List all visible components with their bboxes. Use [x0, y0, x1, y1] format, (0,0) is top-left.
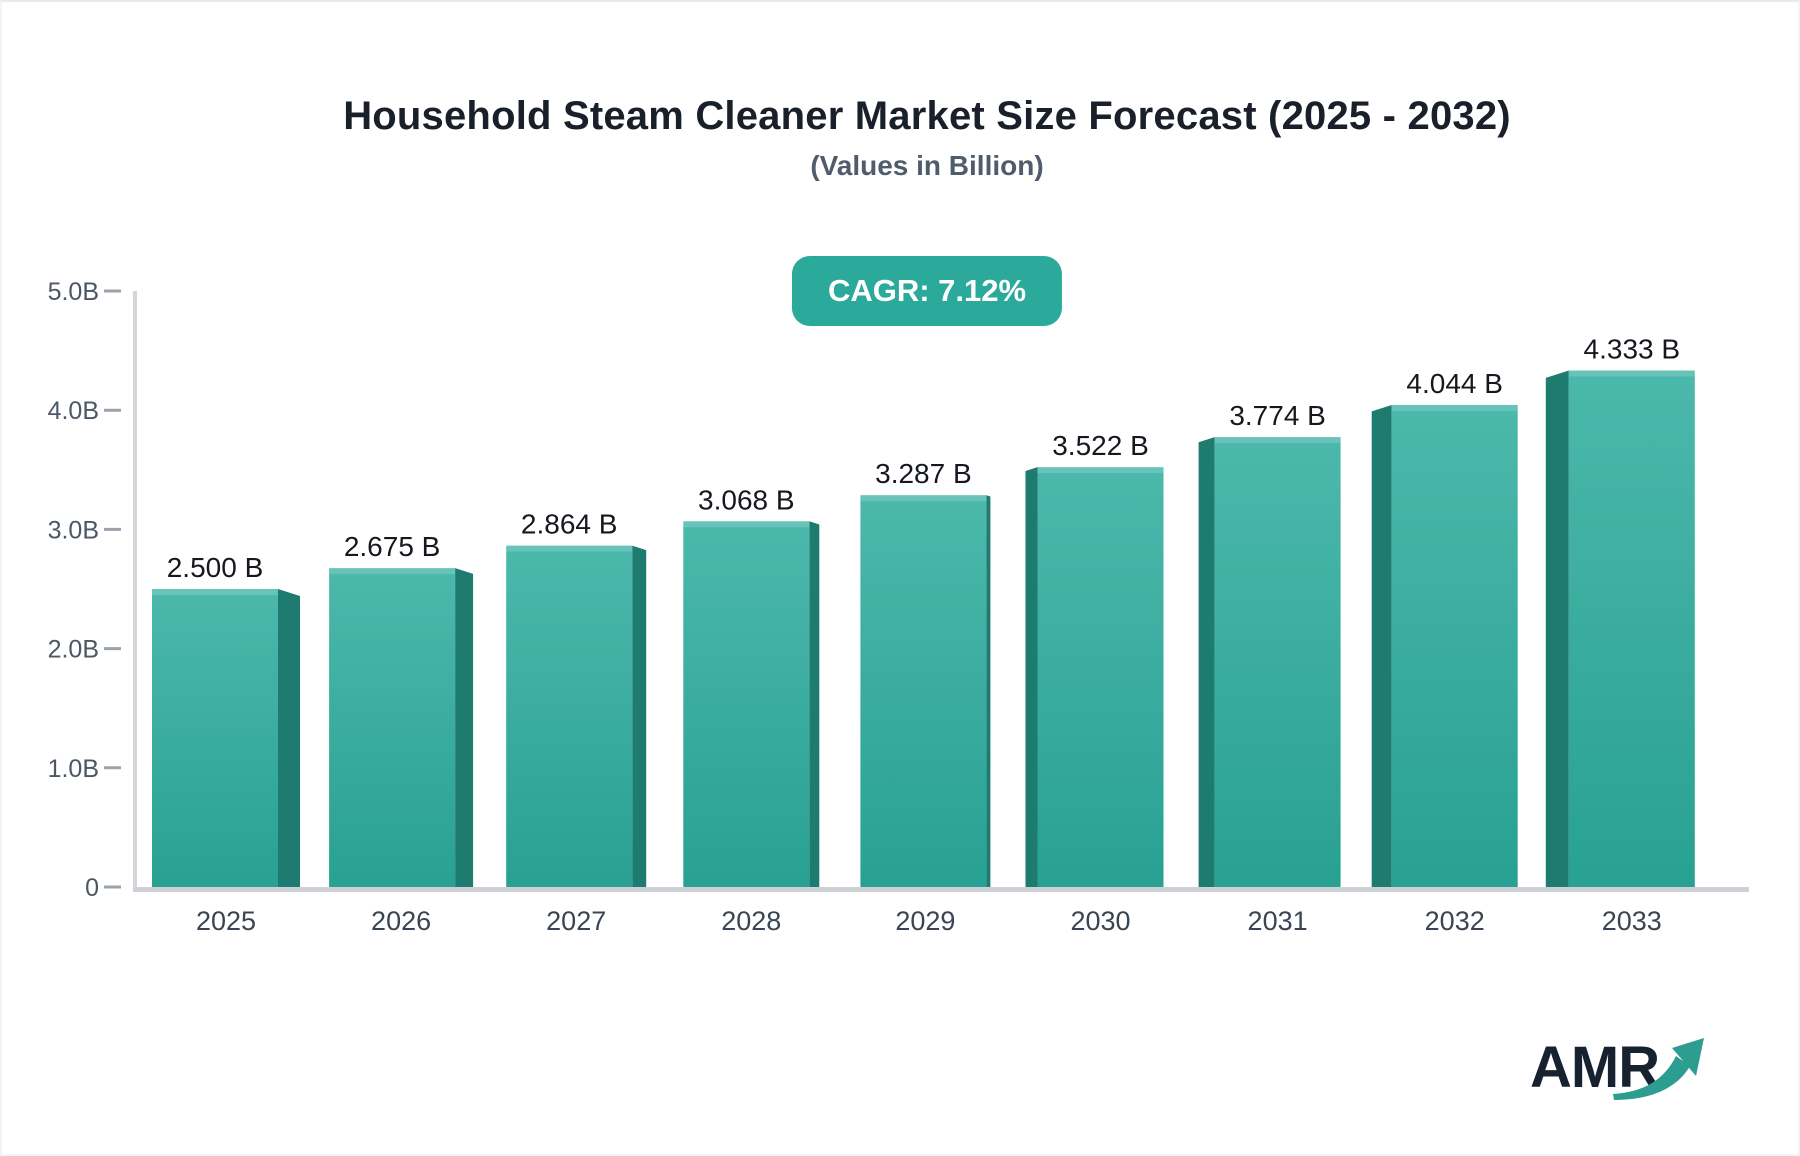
bar-front-2027 — [506, 545, 633, 887]
bar-top-highlight — [683, 521, 810, 528]
bar-value-label: 2.675 B — [344, 531, 441, 562]
y-tick-label: 1.0B — [48, 755, 99, 783]
y-tick-label: 0 — [85, 874, 99, 902]
bar-value-label: 2.864 B — [521, 509, 618, 540]
x-tick-label-2033: 2033 — [1602, 906, 1662, 936]
growth-arrow-icon — [1613, 1038, 1704, 1100]
bar-front-2025 — [152, 589, 278, 887]
bar-front-2032 — [1391, 404, 1518, 887]
bar-value-label: 4.333 B — [1584, 334, 1681, 365]
bar-front-2033 — [1568, 370, 1695, 887]
x-tick-label-2032: 2032 — [1425, 906, 1485, 936]
bar-top-highlight — [1214, 437, 1341, 444]
amr-logo-text: AMR — [1530, 1035, 1660, 1100]
bar-value-label: 3.774 B — [1229, 400, 1326, 431]
bar-side — [1198, 437, 1215, 887]
bar-value-label: 3.068 B — [698, 484, 795, 515]
bar-side — [455, 568, 474, 887]
bar-top-highlight — [506, 545, 633, 552]
y-tick-label: 5.0B — [48, 278, 99, 306]
bar-value-label: 2.500 B — [167, 552, 264, 583]
y-tick-label: 2.0B — [48, 636, 99, 664]
bar-value-label: 3.287 B — [875, 458, 972, 489]
bar-front-2031 — [1214, 437, 1341, 887]
x-tick-label-2028: 2028 — [721, 906, 781, 936]
bar-side — [632, 545, 647, 887]
y-tick-label: 4.0B — [48, 397, 99, 425]
amr-logo: AMR — [1530, 1036, 1730, 1116]
bar-top-highlight — [1391, 404, 1518, 411]
x-tick-label-2027: 2027 — [546, 906, 606, 936]
chart-title: Household Steam Cleaner Market Size Fore… — [343, 94, 1511, 138]
bar-side — [1025, 467, 1038, 887]
cagr-badge: CAGR: 7.12% — [791, 256, 1063, 326]
bar-top-highlight — [1037, 467, 1164, 474]
bar-side — [986, 495, 991, 887]
bar-side — [1545, 370, 1569, 887]
bar-side — [1371, 404, 1392, 887]
bar-side — [809, 521, 820, 887]
x-tick-label-2025: 2025 — [196, 906, 256, 936]
x-tick-label-2029: 2029 — [895, 906, 955, 936]
bar-side — [278, 589, 300, 887]
bar-top-highlight — [1568, 370, 1695, 377]
bar-front-2029 — [860, 495, 987, 887]
chart-subtitle: (Values in Billion) — [810, 150, 1044, 181]
bar-front-2028 — [683, 521, 810, 887]
bar-front-2026 — [329, 568, 456, 887]
bar-front-2030 — [1037, 467, 1164, 887]
bar-value-label: 3.522 B — [1052, 430, 1149, 461]
bar-top-highlight — [152, 589, 278, 595]
x-tick-label-2031: 2031 — [1248, 906, 1308, 936]
x-tick-label-2030: 2030 — [1070, 906, 1130, 936]
bar-top-highlight — [329, 568, 456, 575]
bar-value-label: 4.044 B — [1406, 368, 1503, 399]
x-tick-label-2026: 2026 — [371, 906, 431, 936]
y-tick-label: 3.0B — [48, 516, 99, 544]
bar-top-highlight — [860, 495, 987, 502]
